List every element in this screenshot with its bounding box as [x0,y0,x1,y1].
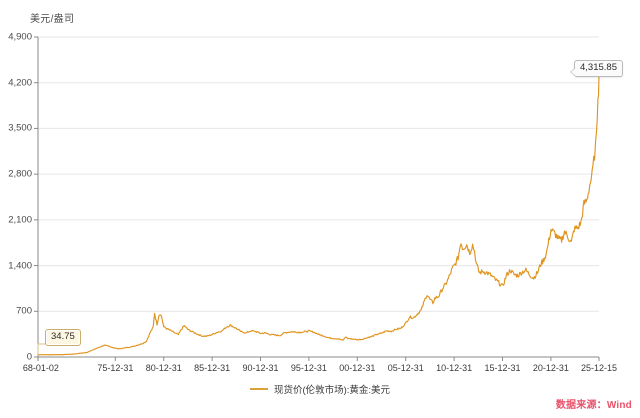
start-value-callout: 34.75 [45,329,81,346]
y-tick-label: 3,500 [8,122,32,134]
x-tick-label: 68-01-02 [22,363,59,373]
end-value-callout: 4,315.85 [570,60,623,77]
x-tick-label: 80-12-31 [145,363,182,373]
x-tick-label: 75-12-31 [97,363,134,373]
chart-legend: 现货价(伦敦市场):黄金:美元 [0,382,640,396]
legend-label-gold-spot: 现货价(伦敦市场):黄金:美元 [273,385,391,396]
x-tick-label: 90-12-31 [242,363,279,373]
y-tick-label: 4,200 [8,77,32,89]
x-tick-label: 85-12-31 [194,363,231,373]
series-line-gold-spot [37,74,600,356]
x-tick-label: 25-12-15 [580,363,618,373]
y-tick-label: 2,100 [8,214,32,226]
y-axis-title: 美元/盎司 [30,14,75,25]
x-tick-label: 10-12-31 [436,363,473,373]
legend-swatch-icon [249,387,268,391]
y-tick-label: 700 [16,305,32,317]
y-tick-label: 4,900 [8,31,32,43]
end-value-leader-line [37,69,603,355]
x-tick-label: 15-12-31 [484,363,521,373]
y-axis-tick-labels: 0 700 1,400 2,100 2,800 3,500 4,200 4,900 [0,0,38,418]
y-tick-label: 1,400 [8,260,32,272]
gridlines [38,36,599,312]
x-tick-label: 20-12-31 [532,363,569,373]
x-tick-label: 05-12-31 [387,363,424,373]
x-tick-label: 95-12-31 [290,363,327,373]
data-source-label: 数据来源：Wind [555,400,632,411]
axis-lines [34,36,599,358]
y-tick-label: 2,800 [8,168,32,180]
x-axis-ticks [37,357,600,361]
y-tick-label: 0 [26,351,32,363]
x-tick-label: 00-12-31 [339,363,376,373]
